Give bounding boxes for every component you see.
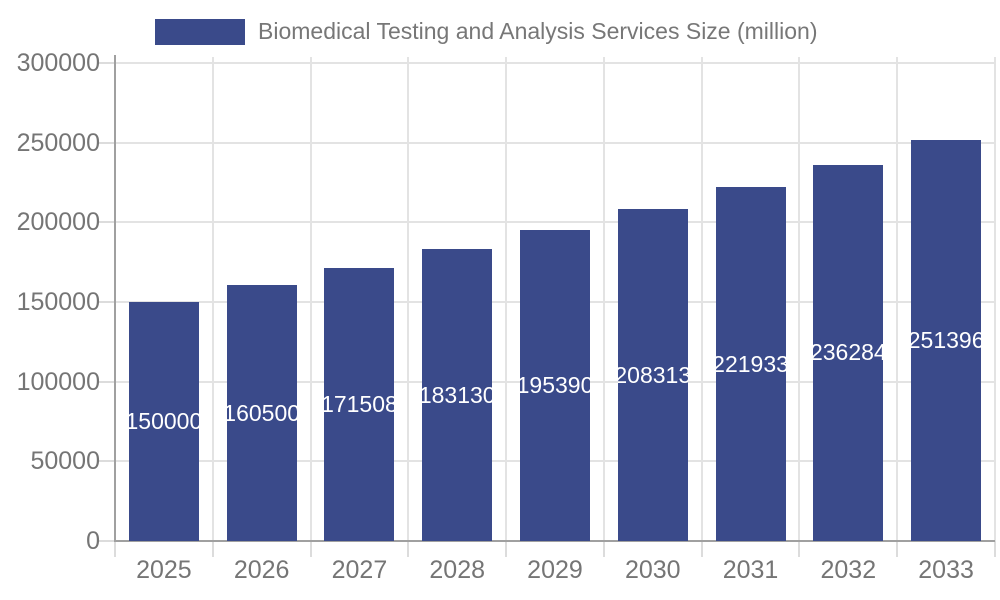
y-tick-mark xyxy=(98,460,115,463)
bar-value-label: 150000 xyxy=(128,408,199,434)
x-tick-label: 2032 xyxy=(820,556,877,584)
gridline xyxy=(309,57,312,541)
bar[interactable]: 221933 xyxy=(715,187,786,541)
y-tick-label: 250000 xyxy=(16,128,100,157)
x-tick-label: 2028 xyxy=(429,556,486,584)
x-tick-label: 2031 xyxy=(722,556,779,584)
y-tick-mark xyxy=(98,540,115,542)
x-tick-mark xyxy=(309,541,312,557)
y-tick-label: 200000 xyxy=(16,208,100,237)
x-axis-line xyxy=(115,540,995,542)
x-tick-label: 2026 xyxy=(233,556,290,584)
bar[interactable]: 251396 xyxy=(911,140,982,541)
bar[interactable]: 160500 xyxy=(226,285,297,541)
y-tick-label: 0 xyxy=(86,527,100,555)
x-tick-mark xyxy=(211,541,214,557)
y-axis-line xyxy=(114,55,116,542)
gridline xyxy=(115,141,995,144)
bar-value-label: 208313 xyxy=(617,361,688,388)
x-tick-mark xyxy=(896,541,899,557)
gridline xyxy=(994,57,996,541)
bar-value-label: 160500 xyxy=(226,399,297,426)
gridline xyxy=(505,57,508,541)
bar-value-label: 183130 xyxy=(422,381,493,408)
y-tick-label: 50000 xyxy=(30,447,100,476)
x-tick-mark xyxy=(700,541,703,557)
legend-swatch xyxy=(155,18,245,45)
x-tick-label: 2025 xyxy=(136,556,192,584)
y-tick-label: 100000 xyxy=(16,367,100,396)
x-tick-mark xyxy=(114,541,116,557)
gridline xyxy=(602,57,605,541)
x-tick-mark xyxy=(994,541,996,557)
gridline xyxy=(211,57,214,541)
bar-value-label: 236284 xyxy=(813,339,884,366)
gridline xyxy=(700,57,703,541)
x-tick-label: 2033 xyxy=(918,556,974,584)
bar-value-label: 171508 xyxy=(324,390,395,417)
bar[interactable]: 183130 xyxy=(422,249,493,541)
bar[interactable]: 208313 xyxy=(617,209,688,541)
x-tick-label: 2030 xyxy=(624,556,681,584)
gridline xyxy=(798,57,801,541)
y-tick-mark xyxy=(98,301,115,303)
bar[interactable]: 195390 xyxy=(520,229,590,541)
y-tick-mark xyxy=(98,221,115,224)
x-tick-mark xyxy=(407,541,410,557)
x-tick-mark xyxy=(602,541,605,557)
x-tick-label: 2029 xyxy=(527,556,583,584)
bar-value-label: 251396 xyxy=(911,327,982,354)
bar[interactable]: 171508 xyxy=(324,267,395,541)
x-tick-mark xyxy=(505,541,508,557)
y-tick-label: 300000 xyxy=(16,49,100,77)
gridline xyxy=(407,57,410,541)
y-tick-mark xyxy=(98,62,115,64)
gridline xyxy=(896,57,899,541)
x-tick-mark xyxy=(798,541,801,557)
legend[interactable]: Biomedical Testing and Analysis Services… xyxy=(155,18,817,45)
x-tick-label: 2027 xyxy=(331,556,388,584)
gridline xyxy=(115,221,995,224)
legend-label: Biomedical Testing and Analysis Services… xyxy=(258,18,818,44)
gridline xyxy=(115,62,995,64)
bar-value-label: 195390 xyxy=(520,371,590,398)
y-tick-mark xyxy=(98,141,115,144)
bar[interactable]: 150000 xyxy=(128,302,199,541)
y-tick-mark xyxy=(98,380,115,383)
bar[interactable]: 236284 xyxy=(813,164,884,541)
y-tick-label: 150000 xyxy=(16,288,100,316)
bar-value-label: 221933 xyxy=(715,350,786,377)
